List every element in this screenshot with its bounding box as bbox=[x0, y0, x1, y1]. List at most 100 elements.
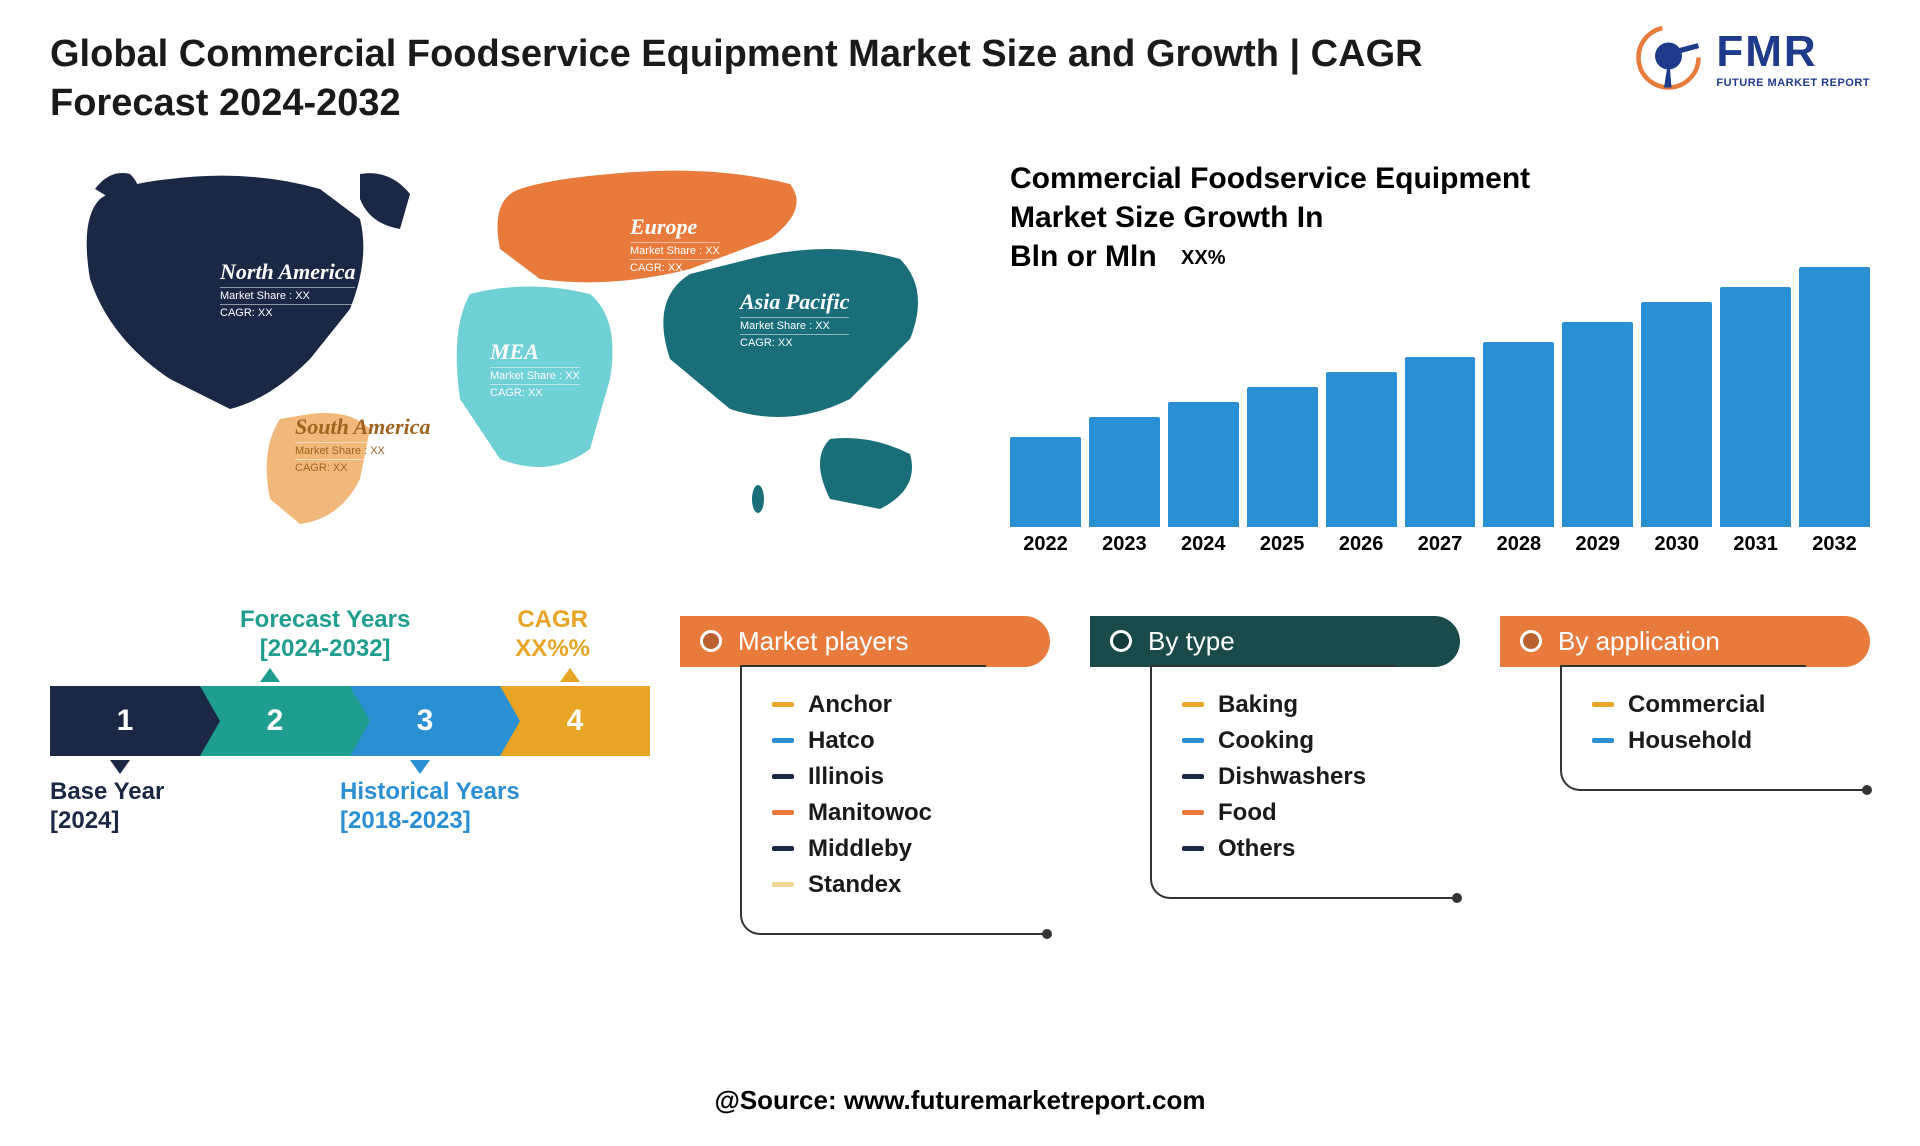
bar bbox=[1720, 287, 1791, 527]
bar-year-label: 2026 bbox=[1339, 533, 1384, 556]
logo-icon bbox=[1631, 20, 1706, 95]
bar bbox=[1641, 302, 1712, 527]
segment-dash bbox=[1182, 702, 1204, 707]
bar-year-label: 2031 bbox=[1733, 533, 1778, 556]
bar-group: XX%2032 bbox=[1799, 267, 1870, 556]
region-label: EuropeMarket Share : XXCAGR: XX bbox=[630, 214, 720, 274]
bar-group: 2031 bbox=[1720, 287, 1791, 556]
segment-bracket: Anchor Hatco Illinois Manitowoc Middleby Stan… bbox=[740, 667, 1050, 935]
segment-pill: By application bbox=[1500, 616, 1870, 667]
chart-title-l1: Commercial Foodservice Equipment bbox=[1010, 162, 1530, 195]
forecast-range: [2024-2032] bbox=[260, 635, 391, 662]
segment-item-label: Middleby bbox=[808, 835, 912, 863]
logo-main-text: FMR bbox=[1716, 27, 1870, 77]
bar-year-label: 2025 bbox=[1260, 533, 1305, 556]
base-range: [2024] bbox=[50, 807, 119, 834]
bar-group: 2025 bbox=[1247, 387, 1318, 556]
bar-group: 2028 bbox=[1483, 342, 1554, 556]
segment-dash bbox=[1182, 738, 1204, 743]
bar-chart-section: Commercial Foodservice Equipment Market … bbox=[1010, 159, 1870, 556]
bar-group: 2030 bbox=[1641, 302, 1712, 556]
bar-year-label: 2027 bbox=[1418, 533, 1463, 556]
segment-item: Anchor bbox=[772, 687, 1030, 723]
segment-item-label: Dishwashers bbox=[1218, 763, 1366, 791]
bar-group: 2022 bbox=[1010, 437, 1081, 556]
bar bbox=[1405, 357, 1476, 527]
segment-item: Food bbox=[1182, 795, 1440, 831]
bar-callout: XX% bbox=[1181, 247, 1225, 270]
bar-chart: 2022 2023 XX%2024 2025 2026 2027 2028 2029 2030 2… bbox=[1010, 286, 1870, 556]
logo-sub-text: FUTURE MARKET REPORT bbox=[1716, 77, 1870, 89]
bar-group: 2027 bbox=[1405, 357, 1476, 556]
region-label: North AmericaMarket Share : XXCAGR: XX bbox=[220, 259, 355, 319]
bar-group: 2029 bbox=[1562, 322, 1633, 556]
bar bbox=[1089, 417, 1160, 527]
segment-item-label: Illinois bbox=[808, 763, 884, 791]
timeline-block: 2 bbox=[200, 686, 350, 756]
timeline: Forecast Years [2024-2032] CAGR XX%% 123… bbox=[50, 606, 650, 756]
region-label: South AmericaMarket Share : XXCAGR: XX bbox=[295, 414, 431, 474]
bar-group: 2023 bbox=[1089, 417, 1160, 556]
segment-item: Illinois bbox=[772, 759, 1030, 795]
segment-item: Others bbox=[1182, 831, 1440, 867]
segment-dash bbox=[1592, 702, 1614, 707]
region-label: MEAMarket Share : XXCAGR: XX bbox=[490, 339, 580, 399]
segment-dash bbox=[772, 846, 794, 851]
bar bbox=[1326, 372, 1397, 527]
bar-year-label: 2022 bbox=[1023, 533, 1068, 556]
bar-year-label: 2028 bbox=[1497, 533, 1542, 556]
logo: FMR FUTURE MARKET REPORT bbox=[1631, 20, 1870, 95]
page-title: Global Commercial Foodservice Equipment … bbox=[50, 30, 1550, 129]
segment-item-label: Standex bbox=[808, 871, 901, 899]
bar-year-label: 2032 bbox=[1812, 533, 1857, 556]
chart-title-l2: Market Size Growth In bbox=[1010, 201, 1323, 234]
source-text: @Source: www.futuremarketreport.com bbox=[714, 1085, 1205, 1116]
segment-item-label: Cooking bbox=[1218, 727, 1314, 755]
region-label: Asia PacificMarket Share : XXCAGR: XX bbox=[740, 289, 849, 349]
segment-dash bbox=[772, 810, 794, 815]
segment-item: Baking bbox=[1182, 687, 1440, 723]
bar-year-label: 2030 bbox=[1654, 533, 1699, 556]
segment-dash bbox=[1182, 810, 1204, 815]
bar bbox=[1562, 322, 1633, 527]
bar-year-label: 2024 bbox=[1181, 533, 1226, 556]
segment-column: Market players Anchor Hatco Illinois Manitow… bbox=[680, 616, 1050, 935]
chart-title-l3: Bln or Mln bbox=[1010, 240, 1157, 273]
segment-dash bbox=[772, 702, 794, 707]
segment-dash bbox=[772, 882, 794, 887]
segment-dash bbox=[1592, 738, 1614, 743]
segment-column: By application Commercial Household bbox=[1500, 616, 1870, 935]
bar-group: 2026 bbox=[1326, 372, 1397, 556]
segment-bracket: Commercial Household bbox=[1560, 667, 1870, 791]
segment-item: Commercial bbox=[1592, 687, 1850, 723]
segment-item: Manitowoc bbox=[772, 795, 1030, 831]
forecast-label: Forecast Years bbox=[240, 606, 410, 633]
segment-item: Cooking bbox=[1182, 723, 1440, 759]
bar-group: XX%2024 bbox=[1168, 402, 1239, 556]
segment-item: Household bbox=[1592, 723, 1850, 759]
timeline-block: 4 bbox=[500, 686, 650, 756]
segment-pill: Market players bbox=[680, 616, 1050, 667]
segment-item: Middleby bbox=[772, 831, 1030, 867]
bar bbox=[1168, 402, 1239, 527]
segment-dash bbox=[1182, 846, 1204, 851]
bar-year-label: 2029 bbox=[1576, 533, 1621, 556]
segment-pill: By type bbox=[1090, 616, 1460, 667]
segment-item: Dishwashers bbox=[1182, 759, 1440, 795]
segment-bracket: Baking Cooking Dishwashers FoodOthers bbox=[1150, 667, 1460, 899]
segment-item-label: Manitowoc bbox=[808, 799, 932, 827]
base-label: Base Year bbox=[50, 778, 164, 805]
segment-column: By type Baking Cooking Dishwashers FoodOther… bbox=[1090, 616, 1460, 935]
bar-year-label: 2023 bbox=[1102, 533, 1147, 556]
segment-item-label: Commercial bbox=[1628, 691, 1765, 719]
timeline-block: 1 bbox=[50, 686, 200, 756]
segment-item-label: Hatco bbox=[808, 727, 875, 755]
segment-dash bbox=[1182, 774, 1204, 779]
segment-item: Standex bbox=[772, 867, 1030, 903]
segment-item-label: Household bbox=[1628, 727, 1752, 755]
cagr-value: XX%% bbox=[515, 635, 590, 662]
bar bbox=[1799, 267, 1870, 527]
segment-dash bbox=[772, 738, 794, 743]
hist-label: Historical Years bbox=[340, 778, 520, 805]
bar bbox=[1010, 437, 1081, 527]
